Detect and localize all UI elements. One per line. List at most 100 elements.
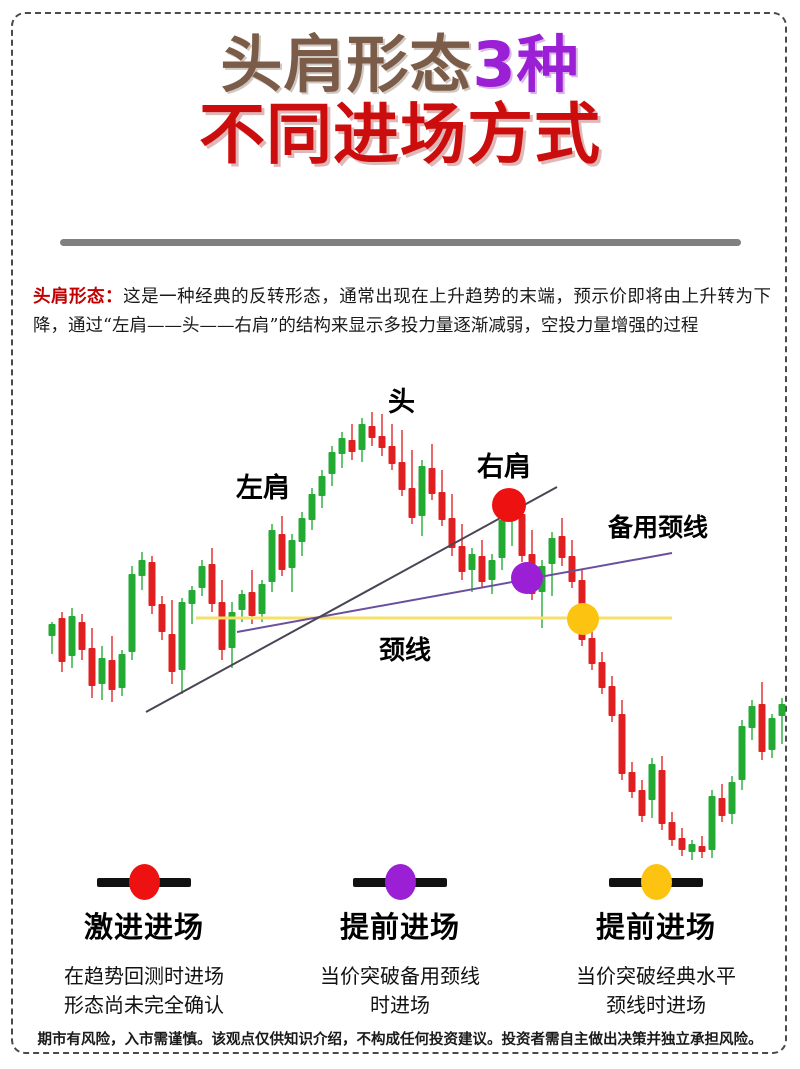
candle-body: [448, 518, 456, 548]
candle-body: [748, 706, 756, 728]
title-line-one-brown: 头肩形态: [220, 28, 473, 101]
candle-body: [768, 718, 776, 750]
candle-body: [318, 476, 326, 496]
legend-column-early-classic: 提前进场 当价突破经典水平 颈线时进场: [528, 862, 784, 1020]
candle-body: [498, 520, 506, 558]
candle-body: [388, 446, 396, 464]
candles-group: [48, 412, 786, 860]
candle-body: [588, 638, 596, 664]
candle-body: [548, 538, 556, 564]
legend-desc-line-1: 当价突破经典水平: [576, 964, 736, 988]
legend-desc-line-2: 时进场: [370, 993, 430, 1017]
candle-body: [618, 714, 626, 774]
candle-body: [598, 662, 606, 688]
candle-body: [608, 686, 616, 716]
candle-body: [648, 764, 656, 800]
candle-body: [418, 466, 426, 516]
candle-body: [338, 438, 346, 454]
chart-svg: [48, 412, 786, 860]
candle-body: [238, 594, 246, 610]
candle-body: [358, 424, 366, 450]
candle-body: [228, 612, 236, 648]
candle-body: [198, 566, 206, 588]
purple-entry-marker-icon: [384, 864, 416, 900]
candle-body: [688, 844, 696, 852]
candle-body: [168, 634, 176, 672]
candle-body: [328, 452, 336, 474]
candle-body: [348, 440, 356, 452]
yellow-entry-marker-icon: [640, 864, 672, 900]
candle-body: [218, 602, 226, 650]
legend-column-aggressive: 激进进场 在趋势回测时进场 形态尚未完全确认: [16, 862, 272, 1020]
candle-body: [368, 426, 376, 438]
candle-body: [728, 782, 736, 814]
legend-title-early-backup: 提前进场: [339, 910, 460, 944]
candle-body: [258, 584, 266, 614]
candle-body: [778, 704, 786, 716]
entry-strategy-legend: 激进进场 在趋势回测时进场 形态尚未完全确认 提前进场 当价突破备用颈线 时进场…: [16, 862, 784, 1020]
legend-marker-purple: [272, 862, 528, 902]
legend-desc-early-classic: 当价突破经典水平 颈线时进场: [528, 962, 784, 1020]
candle-body: [698, 846, 706, 852]
candle-body: [308, 494, 316, 520]
candle-body: [208, 564, 216, 604]
candle-body: [718, 798, 726, 816]
candle-body: [428, 468, 436, 494]
candle-body: [58, 618, 66, 662]
candle-body: [638, 790, 646, 816]
label-left-shoulder: 左肩: [236, 473, 290, 504]
candle-body: [68, 616, 76, 656]
candle-body: [438, 492, 446, 520]
title-line-one-purple: 3种: [472, 28, 580, 101]
candle-body: [48, 624, 56, 636]
candle-body: [268, 530, 276, 582]
candle-body: [118, 654, 126, 688]
candle-body: [568, 556, 576, 582]
candle-body: [78, 622, 86, 650]
legend-desc-line-2: 形态尚未完全确认: [64, 993, 224, 1017]
candle-body: [488, 560, 496, 580]
early-entry-classic-neckline-marker: [567, 603, 599, 635]
aggressive-entry-marker: [492, 488, 526, 522]
candle-body: [248, 592, 256, 616]
label-head: 头: [388, 387, 415, 418]
label-neckline: 颈线: [379, 636, 432, 666]
candle-body: [458, 546, 466, 572]
candle-body: [88, 648, 96, 686]
label-backup-neckline: 备用颈线: [608, 513, 709, 542]
candle-body: [468, 554, 476, 570]
legend-title-aggressive: 激进进场: [83, 910, 204, 944]
legend-desc-line-1: 在趋势回测时进场: [64, 964, 224, 988]
title-divider-rule: [60, 239, 741, 246]
candle-body: [148, 562, 156, 606]
legend-desc-line-2: 颈线时进场: [606, 993, 706, 1017]
red-entry-marker-icon: [128, 864, 160, 900]
candle-body: [298, 518, 306, 542]
backup-neckline-line: [236, 552, 673, 633]
candle-body: [738, 726, 746, 780]
title-line-two: 不同进场方式: [199, 96, 601, 173]
candlestick-chart: [0, 380, 800, 860]
entry-markers-group: [492, 488, 599, 635]
candle-body: [278, 534, 286, 570]
description-body: 这是一种经典的反转形态，通常出现在上升趋势的末端，预示价即将由上升转为下降，通过…: [33, 287, 771, 336]
candle-body: [558, 536, 566, 558]
candle-body: [758, 704, 766, 752]
candle-body: [158, 604, 166, 632]
candle-body: [398, 462, 406, 490]
candle-body: [288, 540, 296, 568]
candle-body: [708, 796, 716, 850]
candle-body: [678, 838, 686, 850]
candle-body: [108, 660, 116, 690]
description-lead: 头肩形态：: [33, 287, 124, 307]
candle-body: [518, 514, 526, 556]
candle-body: [98, 658, 106, 684]
candle-body: [628, 772, 636, 792]
label-right-shoulder: 右肩: [477, 452, 531, 483]
early-entry-backup-neckline-marker: [511, 562, 543, 594]
title-line-one: 头肩形态3种: [0, 34, 800, 96]
candle-body: [668, 822, 676, 840]
candle-body: [378, 436, 386, 448]
legend-desc-line-1: 当价突破备用颈线: [320, 964, 480, 988]
uptrend-line-line: [145, 486, 558, 713]
